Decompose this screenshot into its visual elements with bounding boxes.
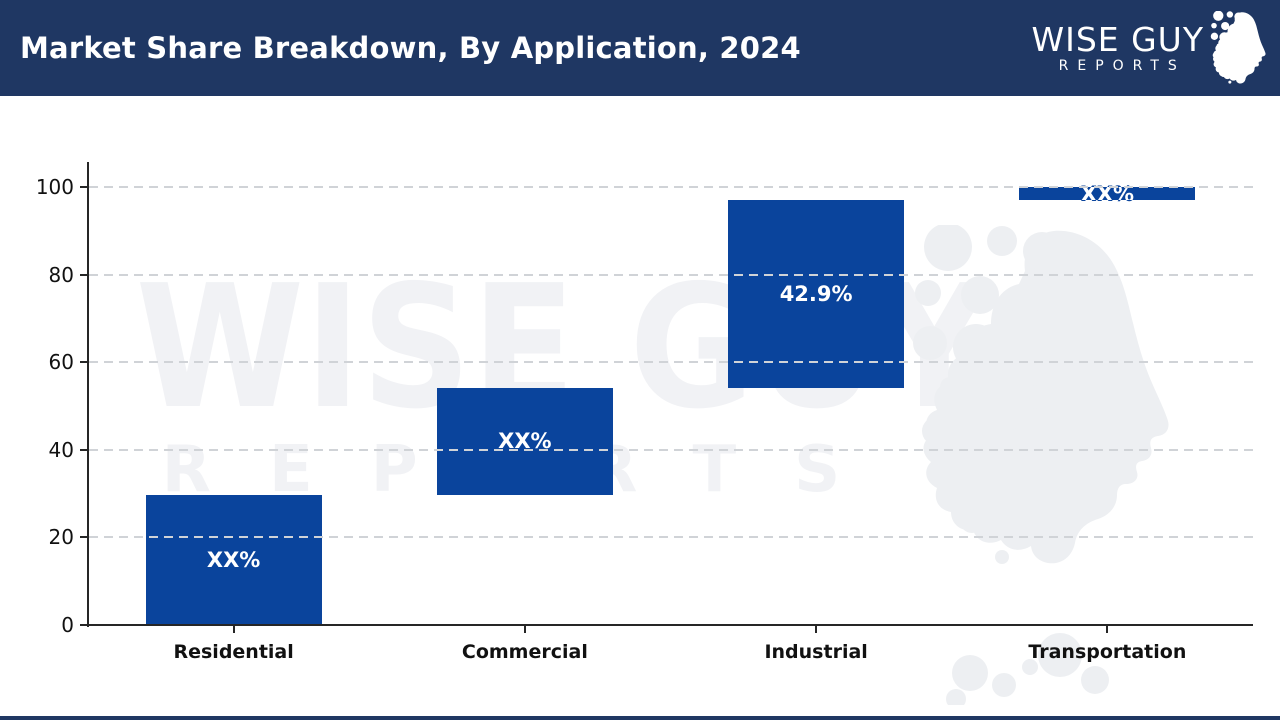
x-tick [523, 626, 526, 633]
bar: XX% [1019, 187, 1196, 201]
y-tick [80, 186, 88, 188]
y-tick-label: 80 [48, 262, 74, 287]
x-category-label: Commercial [461, 641, 588, 663]
x-category-label: Transportation [1028, 641, 1187, 663]
x-tick [1106, 626, 1109, 633]
x-tick [815, 626, 818, 633]
bar: 42.9% [728, 200, 905, 389]
y-tick-label: 20 [48, 525, 74, 550]
bar-value-label: XX% [1080, 187, 1135, 201]
y-tick [80, 361, 88, 364]
x-category-label: Residential [173, 641, 294, 663]
bar-value-label: XX% [206, 547, 261, 572]
gridline [89, 273, 1253, 276]
header: Market Share Breakdown, By Application, … [0, 0, 1280, 96]
y-tick-label: 60 [48, 350, 74, 375]
brand-subname: REPORTS [1058, 58, 1186, 74]
gridline [89, 186, 1253, 188]
x-category-label: Industrial [764, 641, 868, 663]
y-tick-label: 0 [61, 613, 74, 637]
y-tick [80, 273, 88, 276]
y-axis-line [87, 162, 89, 627]
plot-area: 020406080100XX%XX%ResidentialXX%XX%Comme… [0, 96, 1280, 716]
x-axis-line [87, 624, 1253, 626]
dotted-head-profile-icon [1210, 11, 1266, 85]
brand-name: WISE GUY [1031, 20, 1204, 59]
gridline [89, 536, 1253, 539]
page-title: Market Share Breakdown, By Application, … [20, 31, 801, 65]
gridline [89, 448, 1253, 451]
bar-value-label: 42.9% [779, 282, 853, 307]
y-tick [80, 536, 88, 539]
bar-value-label: XX% [498, 429, 552, 454]
bar: XX% [145, 494, 322, 625]
brand-logo-text: WISE GUY REPORTS [1031, 20, 1204, 75]
dotted-head-profile-watermark [913, 225, 1169, 705]
bar: XX% [436, 388, 613, 495]
x-tick [232, 626, 235, 633]
gridline [89, 361, 1253, 364]
chart-canvas: WISE GUY REPORTS 020406080100XX%XX%Resid… [0, 96, 1280, 716]
brand-logo: WISE GUY REPORTS [1031, 8, 1268, 88]
y-tick [80, 448, 88, 451]
footer-bar [0, 716, 1280, 720]
y-tick-label: 40 [48, 437, 74, 462]
y-tick [80, 624, 88, 626]
y-tick-label: 100 [35, 175, 74, 199]
